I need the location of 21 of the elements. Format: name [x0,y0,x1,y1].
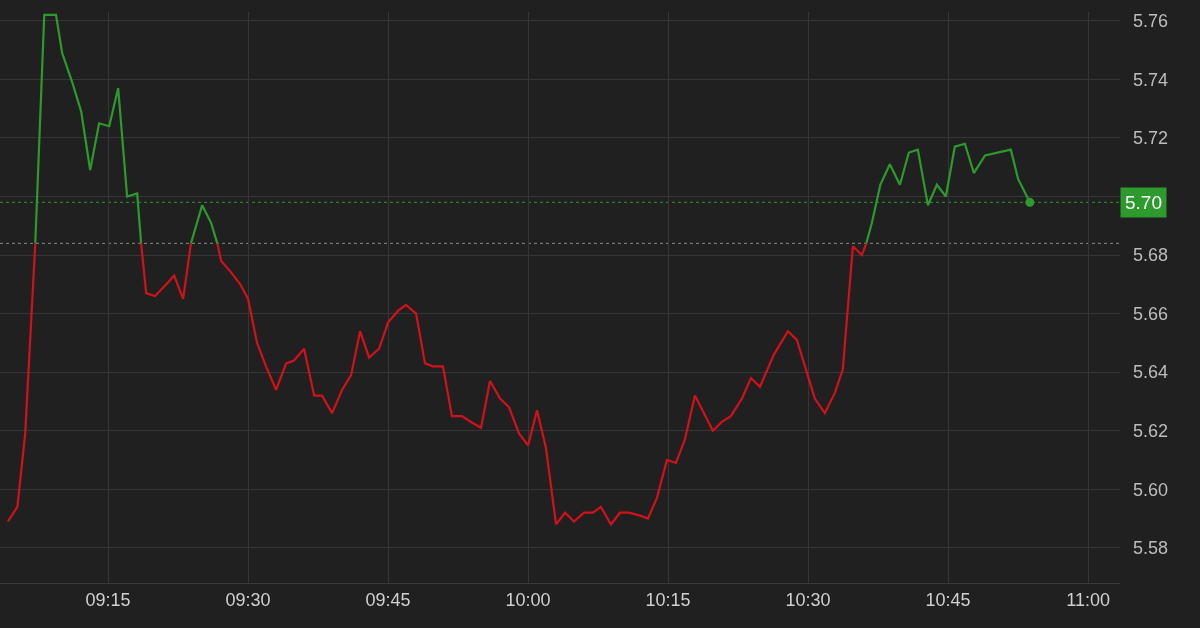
x-tick-label: 10:00 [505,589,551,610]
x-tick-label: 09:45 [365,589,411,610]
x-tick-label: 10:30 [785,589,831,610]
x-tick-label: 10:15 [645,589,691,610]
line-series [140,242,193,301]
y-tick-label: 5.64 [1133,362,1169,383]
y-tick-label: 5.66 [1133,303,1169,324]
y-tick-label: 5.58 [1133,538,1169,559]
ref-line-label: 5.70 [1125,192,1162,213]
line-series [6,242,37,523]
y-tick-label: 5.68 [1133,245,1169,266]
x-tick-label: 10:45 [925,589,971,610]
y-tick-label: 5.74 [1133,69,1169,90]
x-tick-label: 09:30 [225,589,271,610]
x-tick-label: 11:00 [1066,589,1110,610]
line-series [216,242,868,526]
x-tick-label: 09:15 [85,589,131,610]
y-tick-label: 5.62 [1133,421,1169,442]
y-tick-label: 5.72 [1133,128,1169,149]
y-tick-label: 5.60 [1133,479,1169,500]
y-tick-label: 5.76 [1133,11,1169,32]
